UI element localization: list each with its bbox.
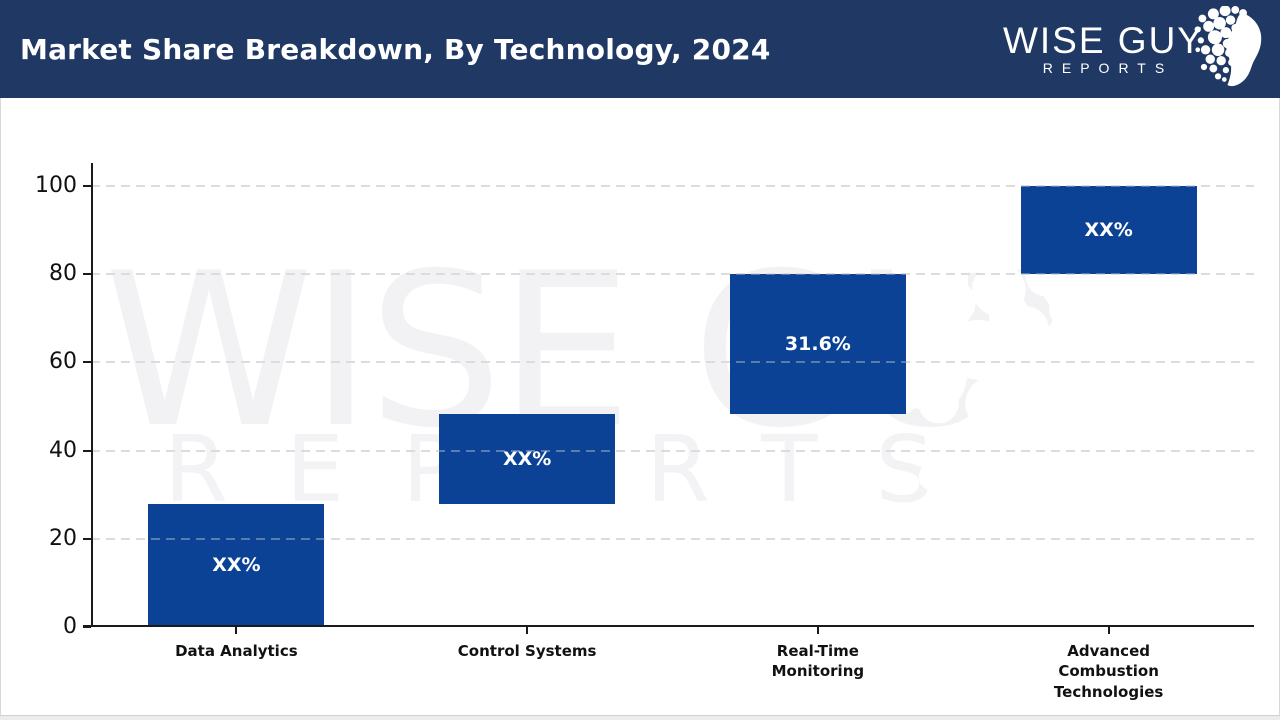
gridline-20: [91, 537, 1254, 540]
plot-area: 0 20 40 60 80 100 XX% Data Analytics XX% Control …: [35, 163, 1254, 701]
gridline-80: [91, 273, 1254, 276]
bar-value-label: 31.6%: [784, 332, 851, 355]
bar-advanced-combustion-technologies: XX%: [1020, 186, 1197, 275]
x-axis-tick-mark: [1107, 627, 1110, 634]
y-axis-tick-label: 60: [49, 349, 77, 375]
bar-data-analytics: XX%: [148, 503, 325, 627]
y-axis-tick-label: 20: [49, 525, 77, 551]
y-axis-tick-label: 80: [49, 261, 77, 287]
bar-value-label: XX%: [1084, 219, 1133, 242]
gridline-overlay-100: [91, 185, 1254, 187]
logo-brand-sub: REPORTS: [1042, 59, 1174, 76]
x-axis-tick-mark: [235, 627, 238, 634]
y-axis-tick-label: 40: [49, 437, 77, 463]
gridline-overlay-40: [91, 449, 1254, 452]
x-axis-tick-mark: [526, 627, 529, 634]
x-axis-category-label: Data Analytics: [175, 642, 298, 660]
bar-control-systems: XX%: [439, 413, 616, 504]
gridline-60: [91, 361, 1254, 364]
y-axis-tick-mark: [83, 449, 91, 452]
wiseguy-logo: WISE GUY REPORTS: [1003, 6, 1270, 92]
y-axis-tick-label: 100: [35, 173, 77, 198]
wiseguy-face-icon: [1194, 6, 1262, 87]
x-axis-category-label: Control Systems: [457, 642, 597, 660]
y-axis-line: [91, 163, 93, 627]
bar-value-label: XX%: [212, 554, 261, 577]
y-axis-tick-mark: [83, 626, 91, 628]
x-axis-line: [83, 625, 1254, 627]
x-axis-category-label: Real-Time Monitoring: [771, 642, 865, 681]
y-axis-tick-mark: [83, 537, 91, 540]
x-axis-tick-mark: [816, 627, 819, 634]
footer-strip: [0, 715, 1280, 720]
gridline-overlay-80: [91, 273, 1254, 276]
y-axis-tick-mark: [83, 185, 91, 187]
gridline-overlay-60: [91, 361, 1254, 364]
y-axis-tick-mark: [83, 273, 91, 276]
bar-value-label: XX%: [502, 447, 552, 470]
bar-real-time-monitoring: 31.6%: [729, 274, 906, 414]
gridline-40: [91, 449, 1254, 452]
x-axis-category-label: Advanced Combustion Technologies: [1053, 642, 1164, 701]
y-axis-tick-label: 0: [63, 614, 77, 639]
header-bar: Market Share Breakdown, By Technology, 2…: [0, 0, 1280, 98]
report-title: Market Share Breakdown, By Technology, 2…: [20, 32, 771, 66]
gridline-overlay-20: [91, 537, 1254, 540]
gridline-100: [91, 185, 1254, 187]
logo-brand-name: WISE GUY: [1002, 19, 1204, 61]
y-axis-tick-mark: [83, 361, 91, 364]
